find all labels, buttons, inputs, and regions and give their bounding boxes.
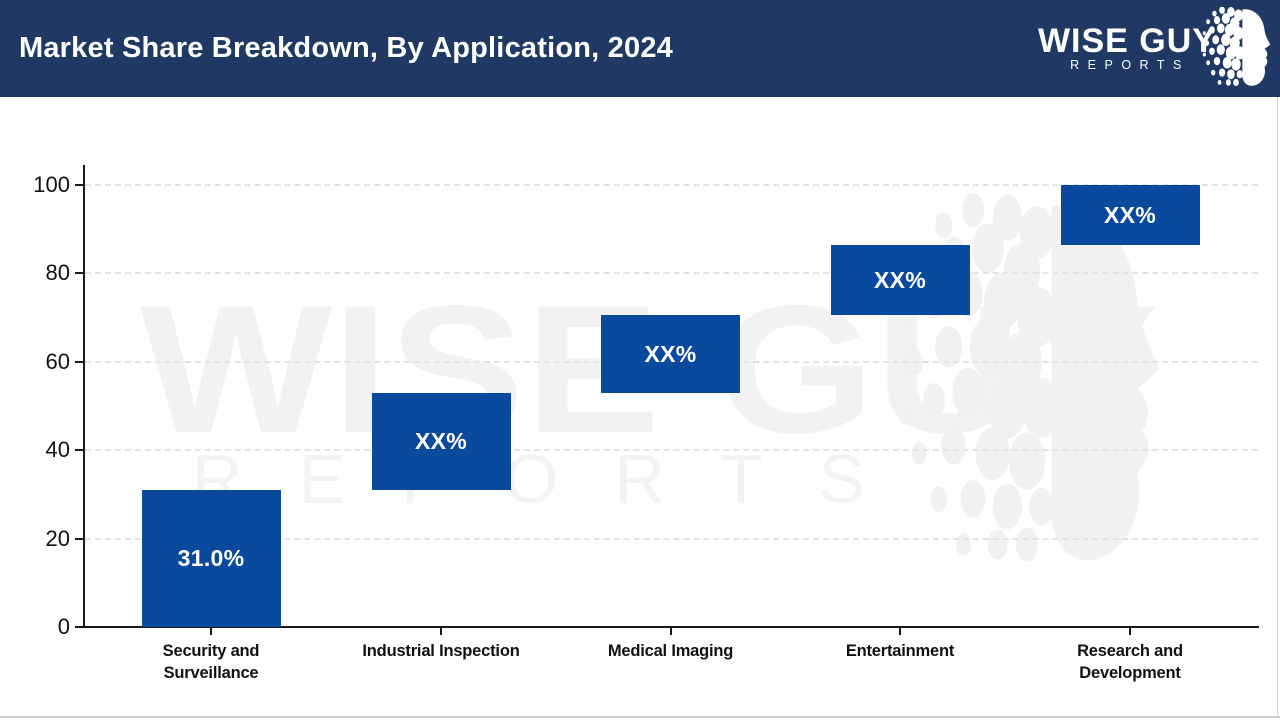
- bar-security-and-surveillance: 31.0%: [141, 490, 281, 627]
- category-label-medical-imaging: Medical Imaging: [607, 642, 734, 660]
- bottom-border: [0, 716, 1280, 718]
- x-tick-mark: [440, 628, 442, 635]
- x-tick-mark: [210, 628, 212, 635]
- gridline: [85, 272, 1258, 274]
- y-tick-mark: [75, 361, 84, 363]
- header-bar: Market Share Breakdown, By Application, …: [0, 0, 1280, 97]
- y-tick-mark: [75, 184, 84, 186]
- watermark-subtitle: REPORTS: [192, 440, 921, 518]
- y-axis: [83, 165, 85, 628]
- bar-medical-imaging: XX%: [601, 315, 740, 393]
- y-tick-label: 20: [45, 526, 70, 551]
- bar-entertainment: XX%: [830, 245, 970, 315]
- logo-wordmark: WISE GUY: [1037, 21, 1216, 60]
- x-axis: [83, 626, 1259, 628]
- x-tick-mark: [1129, 628, 1131, 635]
- bar-value-label: XX%: [644, 340, 697, 367]
- logo-head-icon: [1202, 7, 1271, 87]
- page-title: Market Share Breakdown, By Application, …: [19, 32, 673, 64]
- y-tick-label: 40: [45, 437, 70, 462]
- category-label-research-and-development: Research and Development: [1077, 642, 1183, 682]
- bar-value-label: 31.0%: [177, 545, 245, 571]
- bar-value-label: XX%: [1103, 201, 1157, 228]
- wise-guy-reports-logo: WISE GUY REPORTS: [1038, 4, 1274, 92]
- category-label-entertainment: Entertainment: [845, 642, 955, 660]
- logo-subtitle: REPORTS: [1070, 58, 1190, 73]
- gridline: [85, 449, 1258, 451]
- category-label-industrial-inspection: Industrial Inspection: [362, 642, 520, 660]
- y-tick-label: 100: [33, 172, 70, 197]
- category-label-security-and-surveillance: Security and Surveillance: [162, 642, 260, 682]
- bar-value-label: XX%: [414, 428, 468, 454]
- gridline: [85, 184, 1258, 186]
- y-tick-mark: [75, 272, 84, 274]
- y-tick-label: 60: [45, 349, 70, 374]
- bar-value-label: XX%: [873, 266, 927, 293]
- y-tick-mark: [75, 626, 84, 628]
- x-tick-mark: [669, 628, 672, 635]
- bar-research-and-development: XX%: [1060, 185, 1200, 245]
- right-border: [1277, 97, 1278, 718]
- x-tick-mark: [899, 628, 901, 635]
- y-tick-mark: [75, 538, 84, 540]
- y-tick-mark: [75, 449, 84, 451]
- bar-industrial-inspection: XX%: [371, 393, 511, 490]
- y-tick-label: 80: [45, 260, 70, 285]
- y-tick-label: 0: [57, 614, 70, 639]
- gridline: [85, 538, 1258, 540]
